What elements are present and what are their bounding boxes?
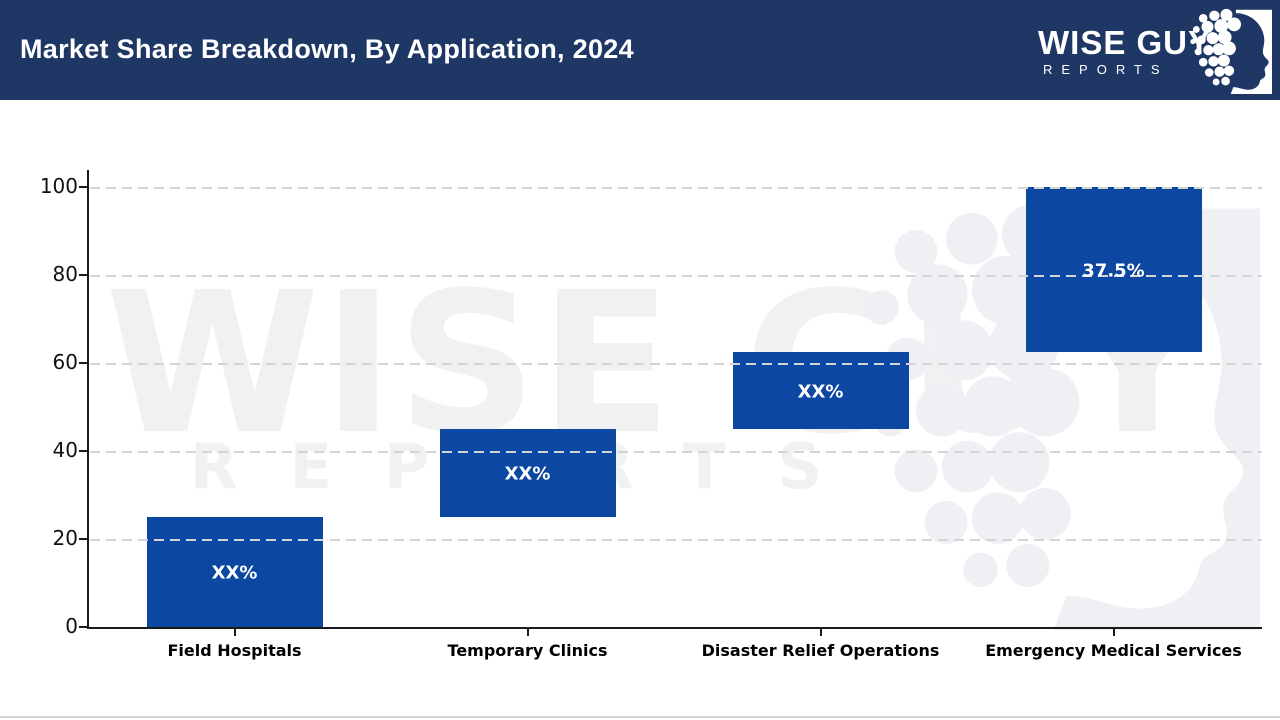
footer-rule [0, 716, 1280, 718]
y-tick-label-40: 40 [52, 438, 78, 462]
gridline-20 [90, 539, 1262, 541]
x-tick-mark-disaster-relief-operations [819, 629, 822, 636]
bar-value-label-field-hospitals: XX% [211, 562, 258, 584]
y-tick-mark-40 [79, 450, 88, 452]
x-tick-mark-field-hospitals [233, 629, 236, 636]
gridline-100 [90, 187, 1262, 189]
gridline-80 [90, 275, 1262, 277]
y-tick-label-60: 60 [52, 350, 78, 374]
bar-emergency-medical-services [1025, 187, 1202, 352]
x-tick-mark-temporary-clinics [526, 629, 529, 636]
logo-subtext: REPORTS [1043, 62, 1169, 77]
y-tick-label-80: 80 [52, 262, 78, 286]
bar-value-label-disaster-relief-operations: XX% [797, 381, 844, 402]
logo-wordmark: WISE GUY [1038, 24, 1212, 61]
bar-value-label-temporary-clinics: XX% [504, 463, 551, 485]
gridline-60 [90, 363, 1262, 365]
x-axis-line [87, 627, 1262, 629]
y-tick-mark-80 [79, 274, 88, 276]
y-tick-mark-100 [79, 186, 88, 188]
x-category-label-emergency-medical-services: Emergency Medical Services [985, 641, 1242, 660]
y-tick-mark-0 [79, 626, 88, 628]
bar-value-label-emergency-medical-services: 37.5% [1082, 260, 1145, 281]
chart-title: Market Share Breakdown, By Application, … [20, 34, 634, 64]
y-axis-line [87, 170, 89, 629]
y-tick-mark-20 [79, 538, 88, 540]
logo-head-icon [1190, 8, 1272, 94]
y-tick-label-100: 100 [39, 174, 78, 198]
x-tick-mark-emergency-medical-services [1112, 629, 1115, 636]
y-tick-mark-60 [79, 362, 88, 364]
bar-temporary-clinics [439, 429, 616, 517]
header-band: Market Share Breakdown, By Application, … [0, 0, 1280, 100]
bar-field-hospitals [146, 517, 323, 627]
x-category-label-disaster-relief-operations: Disaster Relief Operations [701, 641, 940, 660]
y-tick-label-0: 0 [65, 614, 78, 638]
gridline-40 [90, 451, 1262, 453]
x-category-label-temporary-clinics: Temporary Clinics [447, 641, 608, 660]
x-category-label-field-hospitals: Field Hospitals [167, 641, 302, 660]
y-tick-label-20: 20 [52, 526, 78, 550]
